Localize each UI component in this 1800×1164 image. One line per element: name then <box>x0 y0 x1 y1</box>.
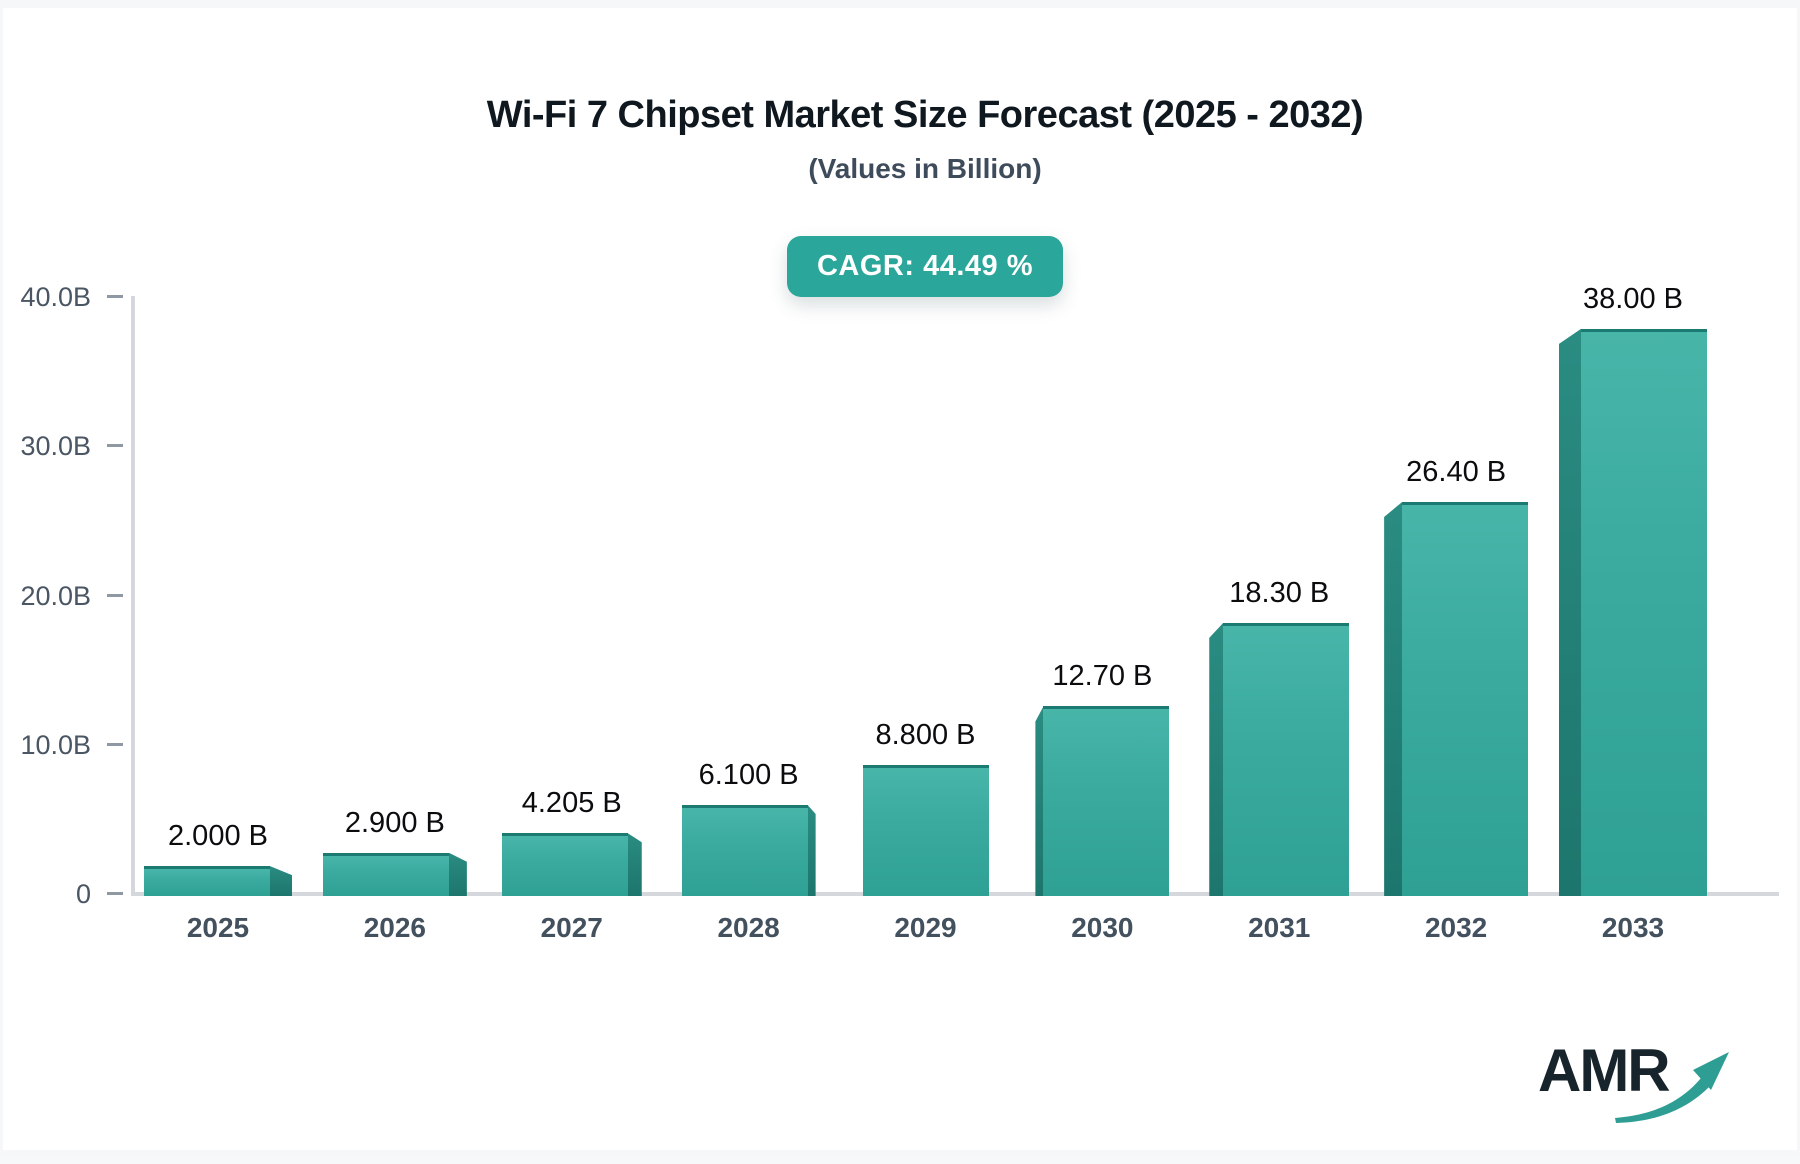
bar-2033 <box>1559 328 1707 896</box>
bar-value-label: 38.00 B <box>1583 282 1683 315</box>
y-tick-dash <box>107 892 123 895</box>
frame-edge-top <box>0 0 1800 8</box>
frame-edge-left <box>0 0 3 1156</box>
bar-value-label: 12.70 B <box>1052 660 1153 693</box>
x-tick-label-2025: 2025 <box>186 912 250 943</box>
bar-value-label: 26.40 B <box>1406 455 1507 488</box>
y-tick-label: 0 <box>75 879 91 909</box>
amr-logo-text: AMR <box>1538 1037 1671 1104</box>
bar-side-face <box>1035 706 1044 896</box>
bar-2029 <box>862 764 989 896</box>
y-tick-label: 30.0B <box>20 431 91 462</box>
y-tick-dash <box>107 742 123 746</box>
bar-face <box>1043 706 1170 896</box>
bar-value-label: 4.205 B <box>521 787 622 820</box>
bar-value-label: 8.800 B <box>875 718 976 751</box>
bar-2026 <box>322 852 467 896</box>
growth-arrow-icon <box>1615 1052 1729 1123</box>
y-axis-line <box>131 296 135 896</box>
bar-side-face <box>1209 622 1224 896</box>
y-tick-label: 40.0B <box>20 282 91 312</box>
frame-edge-right <box>1797 0 1800 1156</box>
chart-title: Wi-Fi 7 Chipset Market Size Forecast (20… <box>486 94 1364 136</box>
plot-area: 0 10.0B 20.0B 30.0B 40.0B 2.000 B 2.900 B 4.20… <box>3 8 1800 1164</box>
bar-side-face <box>270 866 292 896</box>
bar-value-label: 2.000 B <box>168 820 268 853</box>
x-tick-label-2033: 2033 <box>1601 912 1665 943</box>
chart-card: Wi-Fi 7 Chipset Market Size Forecast (20… <box>3 8 1797 1150</box>
bar-2030 <box>1035 706 1170 896</box>
bar-face <box>681 804 808 896</box>
bar-face <box>144 866 270 896</box>
y-tick-dash <box>107 295 123 298</box>
chart-subtitle: (Values in Billion) <box>808 153 1042 184</box>
bar-side-face <box>448 852 467 896</box>
bar-side-face <box>807 804 816 896</box>
bar-face <box>322 852 449 896</box>
amr-logo: AMR <box>1533 1036 1753 1136</box>
x-tick-label-2032: 2032 <box>1424 912 1488 943</box>
bar-value-label: 18.30 B <box>1229 576 1330 609</box>
x-tick-label-2030: 2030 <box>1071 912 1134 943</box>
bar-2028 <box>681 804 816 896</box>
bar-face <box>1402 501 1529 896</box>
chart-header: Wi-Fi 7 Chipset Market Size Forecast (20… <box>3 92 1800 297</box>
x-tick-label-2028: 2028 <box>717 912 780 943</box>
bar-face <box>1581 328 1707 896</box>
cagr-badge: CAGR: 44.49 % <box>786 236 1063 297</box>
bar-side-face <box>1384 501 1403 896</box>
y-tick-dash <box>107 444 123 448</box>
bar-value-label: 6.100 B <box>698 758 799 791</box>
x-tick-label-2029: 2029 <box>894 912 957 943</box>
x-tick-label-2031: 2031 <box>1248 912 1311 943</box>
y-tick-label: 10.0B <box>20 729 91 760</box>
frame-edge-bottom <box>0 1150 1800 1156</box>
bar-value-label: 2.900 B <box>344 806 445 839</box>
x-tick-label-2027: 2027 <box>540 912 603 943</box>
y-tick-dash <box>107 593 123 597</box>
bar-2031 <box>1209 622 1350 896</box>
bar-side-face <box>627 833 642 896</box>
x-tick-label-2026: 2026 <box>363 912 427 943</box>
bar-2027 <box>501 833 642 896</box>
bar-2025 <box>144 866 292 896</box>
bar-face <box>1223 622 1350 896</box>
bar-2032 <box>1384 501 1529 896</box>
bar-side-face <box>1559 328 1581 896</box>
bar-face <box>862 764 989 896</box>
y-tick-label: 20.0B <box>20 580 91 611</box>
bar-face <box>501 833 628 896</box>
